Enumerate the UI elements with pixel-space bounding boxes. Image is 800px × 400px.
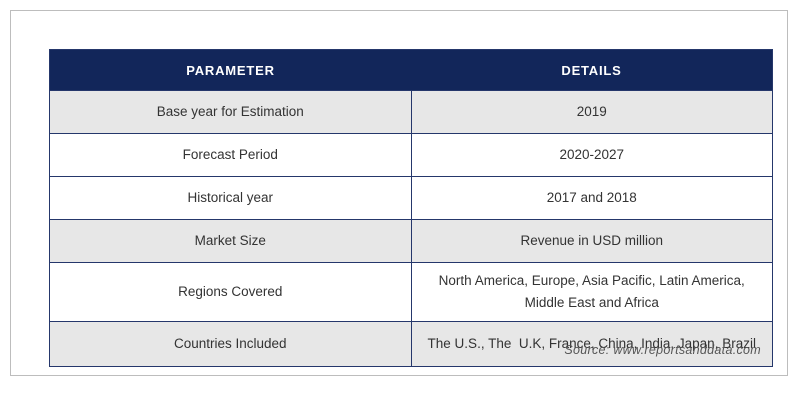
table-row: Historical year 2017 and 2018 xyxy=(50,176,772,219)
cell-parameter: Countries Included xyxy=(173,336,287,351)
cell-details: 2019 xyxy=(410,91,773,133)
details-line-2: Middle East and Africa xyxy=(524,295,659,310)
cell-parameter: Market Size xyxy=(194,233,266,248)
cell-details: The U.S., The U.K, France, China, India,… xyxy=(410,322,773,366)
table-row: Base year for Estimation 2019 xyxy=(50,90,772,133)
header-parameter: PARAMETER xyxy=(186,62,275,78)
table-header-row: PARAMETER DETAILS xyxy=(50,50,772,90)
header-details: DETAILS xyxy=(561,62,622,78)
cell-details: 2017 and 2018 xyxy=(410,177,773,219)
cell-details: Revenue in USD million xyxy=(410,220,773,262)
cell-parameter: Regions Covered xyxy=(178,284,283,299)
table-row: Regions Covered North America, Europe, A… xyxy=(50,262,772,321)
cell-parameter: Forecast Period xyxy=(182,147,278,162)
table-row: Forecast Period 2020-2027 xyxy=(50,133,772,176)
table-row: Market Size Revenue in USD million xyxy=(50,219,772,262)
source-attribution: Source: www.reportsanddata.com xyxy=(564,343,761,357)
table-row: Countries Included The U.S., The U.K, Fr… xyxy=(50,321,772,366)
report-scope-table: PARAMETER DETAILS Base year for Estimati… xyxy=(49,49,773,367)
cell-parameter: Base year for Estimation xyxy=(156,104,304,119)
details-line-1: North America, Europe, Asia Pacific, Lat… xyxy=(438,273,745,288)
cell-parameter: Historical year xyxy=(187,190,274,205)
cell-details: North America, Europe, Asia Pacific, Lat… xyxy=(410,263,773,321)
cell-details: 2020-2027 xyxy=(410,134,773,176)
outer-frame: PARAMETER DETAILS Base year for Estimati… xyxy=(10,10,788,376)
